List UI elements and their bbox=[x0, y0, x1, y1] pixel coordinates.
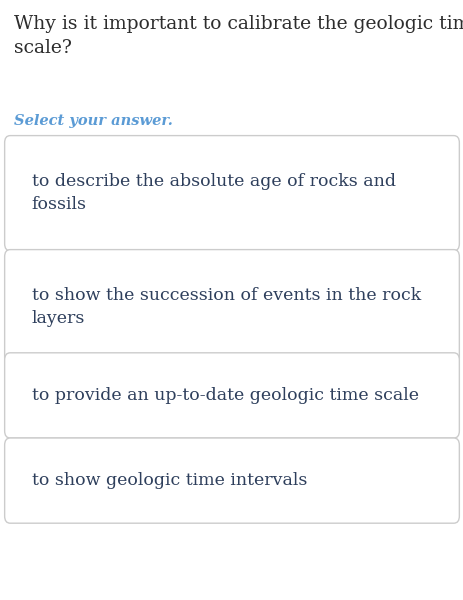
FancyBboxPatch shape bbox=[5, 353, 458, 438]
Text: Select your answer.: Select your answer. bbox=[14, 114, 172, 128]
Text: to provide an up-to-date geologic time scale: to provide an up-to-date geologic time s… bbox=[31, 387, 418, 404]
FancyBboxPatch shape bbox=[5, 136, 458, 251]
Text: to show geologic time intervals: to show geologic time intervals bbox=[31, 472, 306, 489]
Text: Why is it important to calibrate the geologic time
scale?: Why is it important to calibrate the geo… bbox=[14, 15, 463, 56]
FancyBboxPatch shape bbox=[5, 438, 458, 523]
Text: to describe the absolute age of rocks and
fossils: to describe the absolute age of rocks an… bbox=[31, 173, 394, 214]
Text: to show the succession of events in the rock
layers: to show the succession of events in the … bbox=[31, 287, 420, 328]
FancyBboxPatch shape bbox=[5, 250, 458, 365]
